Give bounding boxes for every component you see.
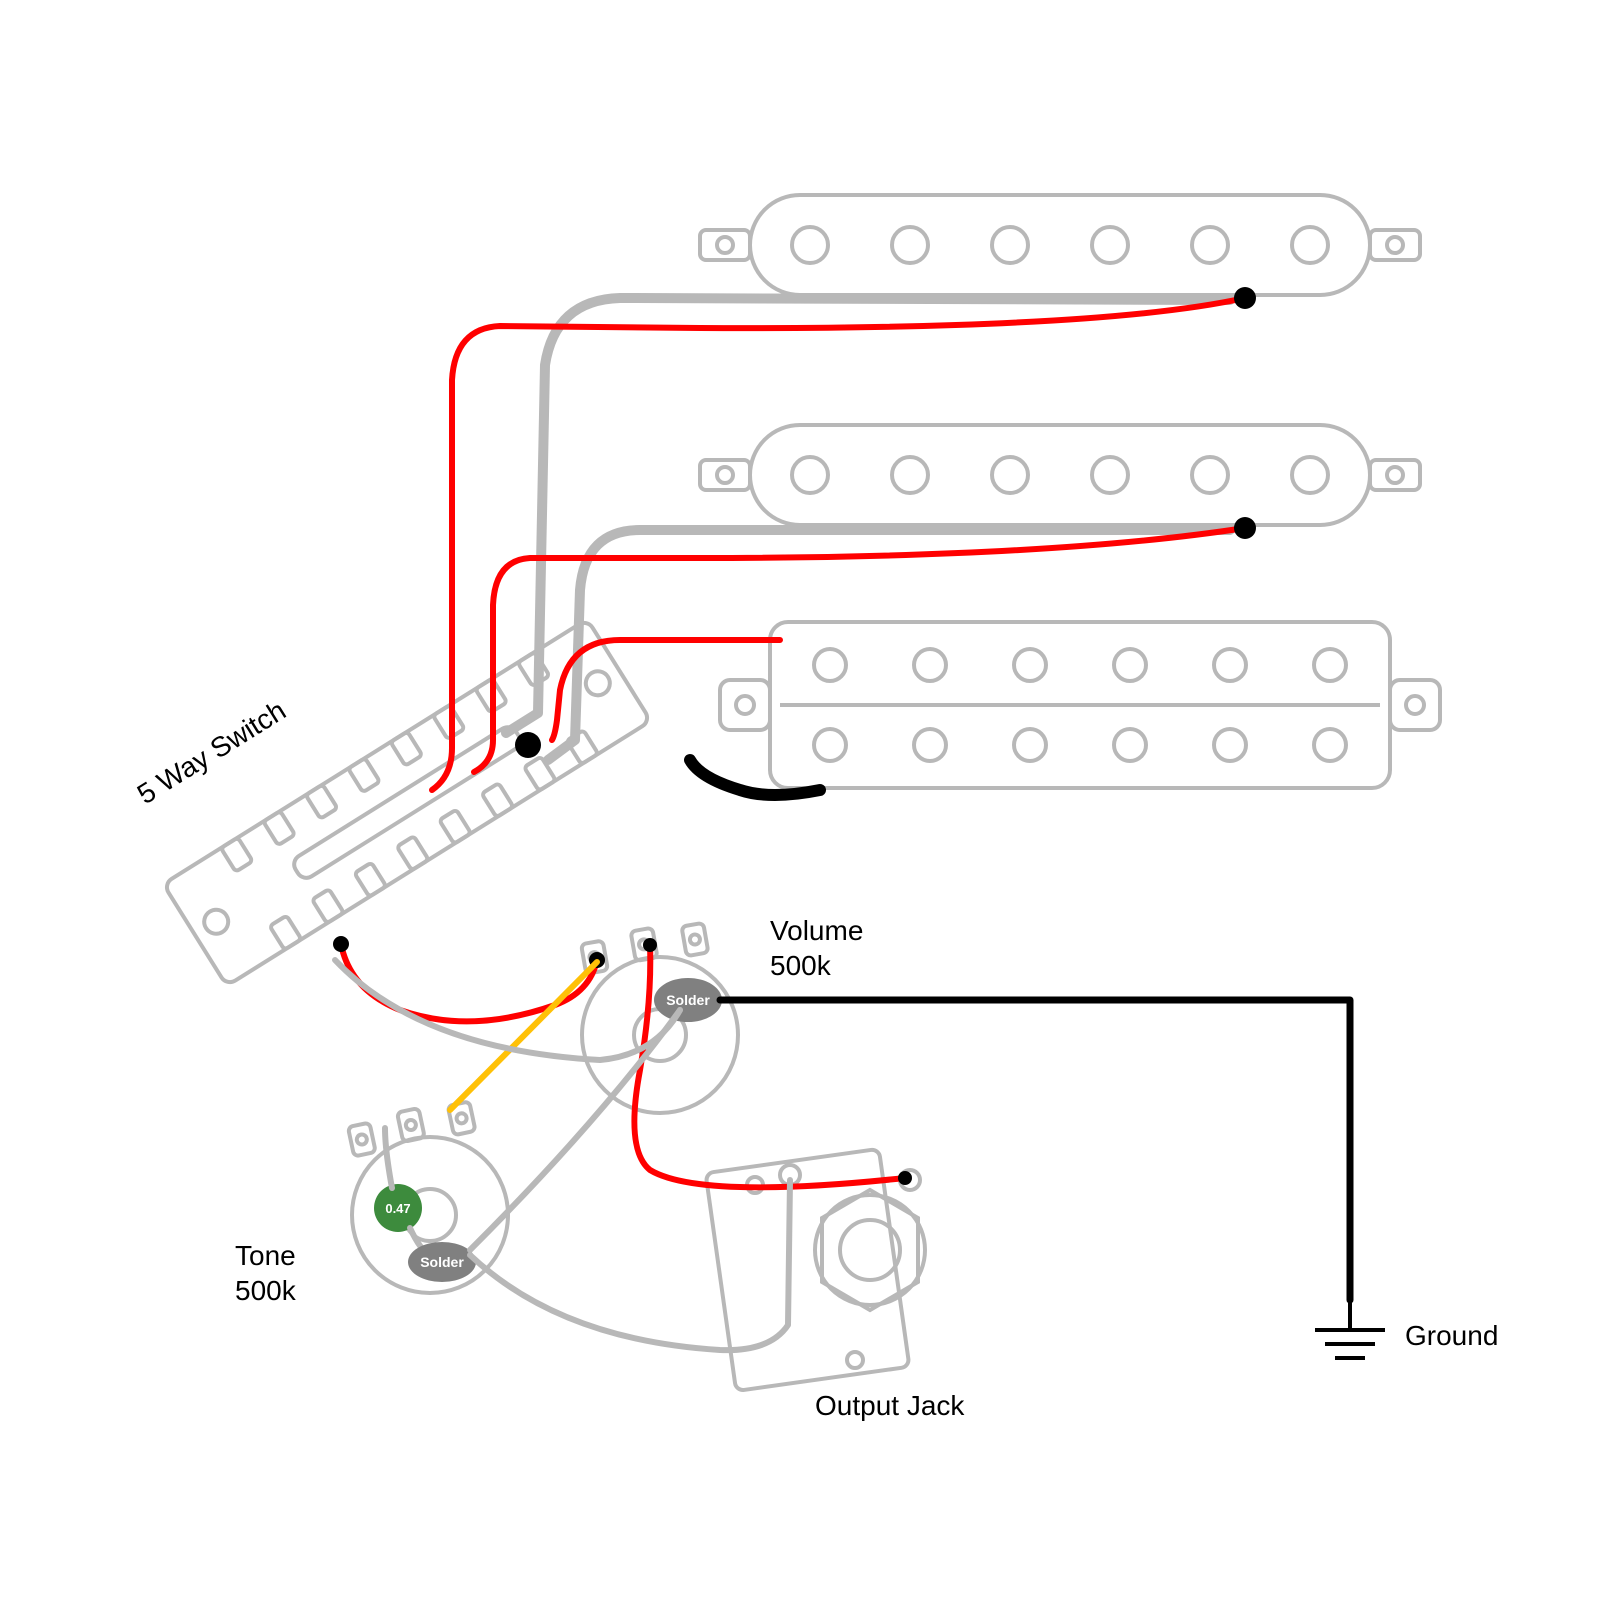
- wire-switch-to-volume: [341, 944, 597, 1021]
- wire-volume-to-tone: [450, 962, 597, 1110]
- middle-lead-dot: [1234, 517, 1256, 539]
- pickup-middle: [700, 425, 1420, 525]
- wire-humbucker-shield: [690, 760, 820, 795]
- neck-lead-dot: [1234, 287, 1256, 309]
- pickup-humbucker: [720, 622, 1440, 788]
- pickup-neck: [700, 195, 1420, 295]
- solder-label: Solder: [666, 992, 710, 1008]
- switch-out-dot: [333, 936, 349, 952]
- jack-tip-dot: [898, 1171, 912, 1185]
- output-jack-label: Output Jack: [815, 1390, 965, 1421]
- solder-label-2: Solder: [420, 1254, 464, 1270]
- ground-symbol: [1315, 1300, 1385, 1358]
- switch-label: 5 Way Switch: [132, 694, 291, 810]
- tone-label-1: Tone: [235, 1240, 296, 1271]
- ground-label: Ground: [1405, 1320, 1498, 1351]
- volume-label-2: 500k: [770, 950, 832, 981]
- volume-pot: Solder: [580, 919, 738, 1113]
- tone-label-2: 500k: [235, 1275, 297, 1306]
- wire-middle-ground: [548, 530, 1230, 760]
- wiring-diagram: 5 Way Switch Solder Volume 500k: [0, 0, 1600, 1600]
- wire-neck-ground: [506, 298, 1230, 733]
- volume-mid-dot: [643, 938, 657, 952]
- volume-label-1: Volume: [770, 915, 863, 946]
- switch-ground-dot: [515, 732, 541, 758]
- wire-ground-chain-3: [470, 1180, 790, 1350]
- wire-ground-chain-1: [335, 960, 680, 1060]
- capacitor-value: 0.47: [385, 1201, 410, 1216]
